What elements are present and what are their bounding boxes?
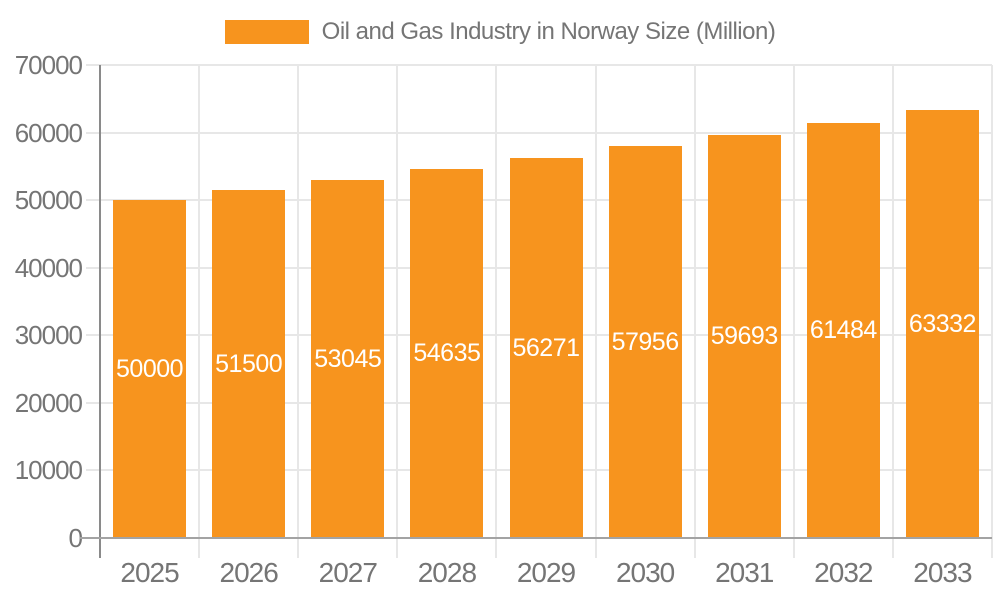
bar-value-label: 59693	[710, 322, 779, 351]
bar-value-label: 50000	[116, 355, 184, 384]
bar-value-label: 56271	[512, 333, 580, 362]
bar[interactable]	[410, 168, 484, 538]
y-axis-tick-label: 50000	[14, 185, 83, 216]
bar-value-label: 51500	[215, 350, 283, 378]
gridline-v	[792, 65, 795, 558]
gridline-v	[198, 65, 201, 558]
y-axis-tick-label: 70000	[14, 50, 83, 80]
bar-value-label: 54635	[413, 339, 481, 368]
bar[interactable]	[113, 200, 187, 538]
gridline-v	[991, 65, 993, 558]
bar[interactable]	[509, 157, 583, 538]
y-axis-tick-label: 0	[68, 523, 83, 553]
bar[interactable]	[311, 179, 385, 538]
gridline-v	[693, 65, 696, 558]
x-axis-tick-label: 2032	[814, 557, 873, 588]
y-axis-tick-label: 40000	[14, 252, 83, 283]
x-axis-tick-label: 2030	[615, 557, 675, 588]
bar-value-label: 63332	[908, 310, 977, 339]
legend-swatch	[224, 20, 309, 44]
gridline-h	[86, 131, 992, 134]
gridline-v	[891, 65, 894, 558]
gridline-v	[297, 65, 300, 558]
gridline-v	[396, 65, 399, 558]
bar[interactable]	[707, 134, 781, 538]
gridline-h	[86, 64, 992, 66]
x-axis-tick-label: 2027	[318, 557, 378, 588]
x-axis-tick-label: 2031	[715, 557, 774, 588]
x-axis-tick-label: 2028	[417, 557, 477, 588]
y-axis-line	[99, 65, 101, 558]
bar-value-label: 61484	[809, 316, 878, 345]
x-axis-tick-label: 2025	[120, 557, 179, 588]
bar[interactable]	[608, 146, 682, 538]
y-axis-tick-label: 10000	[14, 455, 83, 486]
legend[interactable]: Oil and Gas Industry in Norway Size (Mil…	[0, 17, 1000, 47]
legend-label: Oil and Gas Industry in Norway Size (Mil…	[321, 18, 776, 45]
bar[interactable]	[212, 190, 286, 538]
gridline-v	[495, 65, 498, 558]
y-axis-tick-label: 30000	[14, 320, 83, 351]
x-axis-tick-label: 2029	[516, 557, 576, 588]
bar[interactable]	[905, 110, 979, 538]
x-axis-tick-label: 2033	[913, 557, 972, 588]
y-axis-tick-label: 60000	[14, 117, 83, 148]
bar[interactable]	[806, 122, 880, 538]
y-axis-tick-label: 20000	[14, 387, 83, 418]
bar-value-label: 53045	[314, 344, 382, 373]
gridline-v	[594, 65, 597, 558]
bar-value-label: 57956	[611, 328, 680, 357]
x-axis-tick-label: 2026	[219, 557, 279, 588]
x-axis-line	[80, 537, 992, 539]
